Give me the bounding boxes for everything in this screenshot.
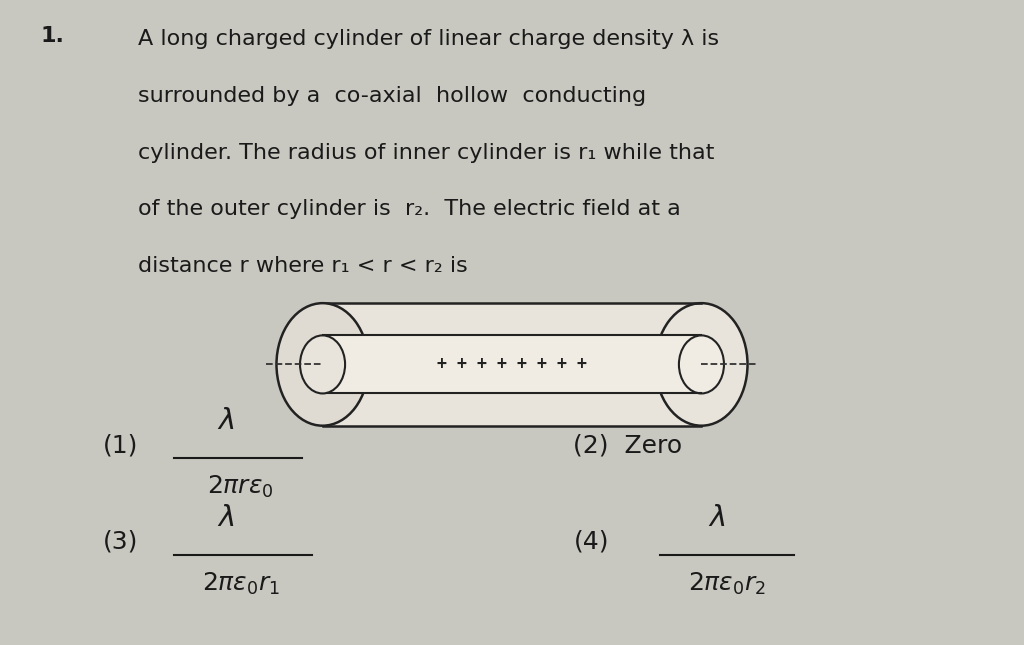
- Text: (2)  Zero: (2) Zero: [573, 433, 683, 457]
- Text: $2\pi r\varepsilon_0$: $2\pi r\varepsilon_0$: [207, 474, 274, 501]
- Text: $\lambda$: $\lambda$: [708, 504, 726, 532]
- Ellipse shape: [300, 335, 345, 393]
- Ellipse shape: [679, 335, 724, 393]
- Polygon shape: [323, 335, 701, 393]
- Text: $\lambda$: $\lambda$: [216, 504, 234, 532]
- Text: + + + + + + + +: + + + + + + + +: [437, 355, 587, 373]
- Text: A long charged cylinder of linear charge density λ is: A long charged cylinder of linear charge…: [138, 29, 720, 49]
- Ellipse shape: [276, 303, 369, 426]
- Text: distance r where r₁ < r < r₂ is: distance r where r₁ < r < r₂ is: [138, 256, 468, 276]
- Text: of the outer cylinder is  r₂.  The electric field at a: of the outer cylinder is r₂. The electri…: [138, 199, 681, 219]
- Text: (4): (4): [573, 530, 609, 554]
- Text: $2\pi\varepsilon_0 r_1$: $2\pi\varepsilon_0 r_1$: [202, 571, 280, 597]
- Ellipse shape: [655, 303, 748, 426]
- Text: (1): (1): [102, 433, 138, 457]
- Text: cylinder. The radius of inner cylinder is r₁ while that: cylinder. The radius of inner cylinder i…: [138, 143, 715, 163]
- Text: surrounded by a  co-axial  hollow  conducting: surrounded by a co-axial hollow conducti…: [138, 86, 646, 106]
- Text: 1.: 1.: [41, 26, 65, 46]
- Polygon shape: [323, 303, 701, 426]
- Text: $2\pi\varepsilon_0 r_2$: $2\pi\varepsilon_0 r_2$: [688, 571, 766, 597]
- Text: $\lambda$: $\lambda$: [216, 408, 234, 435]
- Text: (3): (3): [102, 530, 138, 554]
